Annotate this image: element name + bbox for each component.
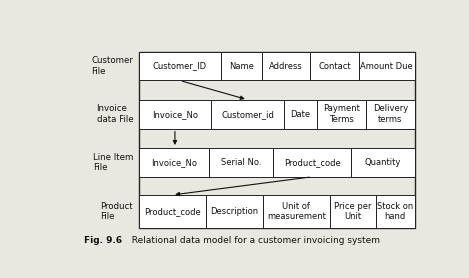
Text: Date: Date: [290, 110, 310, 119]
Text: Product_code: Product_code: [284, 158, 340, 167]
Text: Description: Description: [210, 207, 258, 216]
Text: Invoice_No: Invoice_No: [152, 110, 198, 119]
Text: Amount Due: Amount Due: [361, 61, 413, 71]
Bar: [366, 100, 415, 129]
Text: Stock on
hand: Stock on hand: [377, 202, 414, 221]
Text: Name: Name: [229, 61, 254, 71]
Text: Quantity: Quantity: [365, 158, 401, 167]
Bar: [263, 195, 330, 228]
Bar: [139, 51, 221, 80]
Text: Product_code: Product_code: [144, 207, 201, 216]
Text: Contact: Contact: [318, 61, 351, 71]
Bar: [139, 195, 206, 228]
Bar: [273, 148, 351, 177]
Bar: [317, 100, 366, 129]
Bar: [206, 195, 263, 228]
Bar: [359, 51, 415, 80]
Text: Customer_ID: Customer_ID: [152, 61, 207, 71]
Bar: [351, 148, 415, 177]
Bar: [210, 148, 273, 177]
Text: Serial No.: Serial No.: [221, 158, 262, 167]
Text: Line Item
File: Line Item File: [93, 153, 133, 172]
Text: Invoice_No: Invoice_No: [151, 158, 197, 167]
Text: Unit of
measurement: Unit of measurement: [267, 202, 325, 221]
Text: Price per
Unit: Price per Unit: [334, 202, 371, 221]
Text: Relational data model for a customer invoicing system: Relational data model for a customer inv…: [126, 237, 380, 245]
Text: Address: Address: [269, 61, 303, 71]
Bar: [211, 100, 284, 129]
Text: Fig. 9.6: Fig. 9.6: [84, 237, 122, 245]
Text: Customer
File: Customer File: [91, 56, 133, 76]
Bar: [330, 195, 376, 228]
Bar: [139, 148, 210, 177]
Text: Delivery
terms: Delivery terms: [373, 105, 408, 124]
Bar: [221, 51, 262, 80]
Text: Payment
Terms: Payment Terms: [323, 105, 360, 124]
Bar: [376, 195, 415, 228]
Bar: [262, 51, 310, 80]
Bar: [139, 51, 415, 228]
Text: Invoice
data File: Invoice data File: [97, 105, 133, 124]
Bar: [284, 100, 317, 129]
Bar: [139, 100, 211, 129]
Bar: [310, 51, 359, 80]
Text: Product
File: Product File: [100, 202, 133, 221]
Text: Customer_id: Customer_id: [221, 110, 274, 119]
